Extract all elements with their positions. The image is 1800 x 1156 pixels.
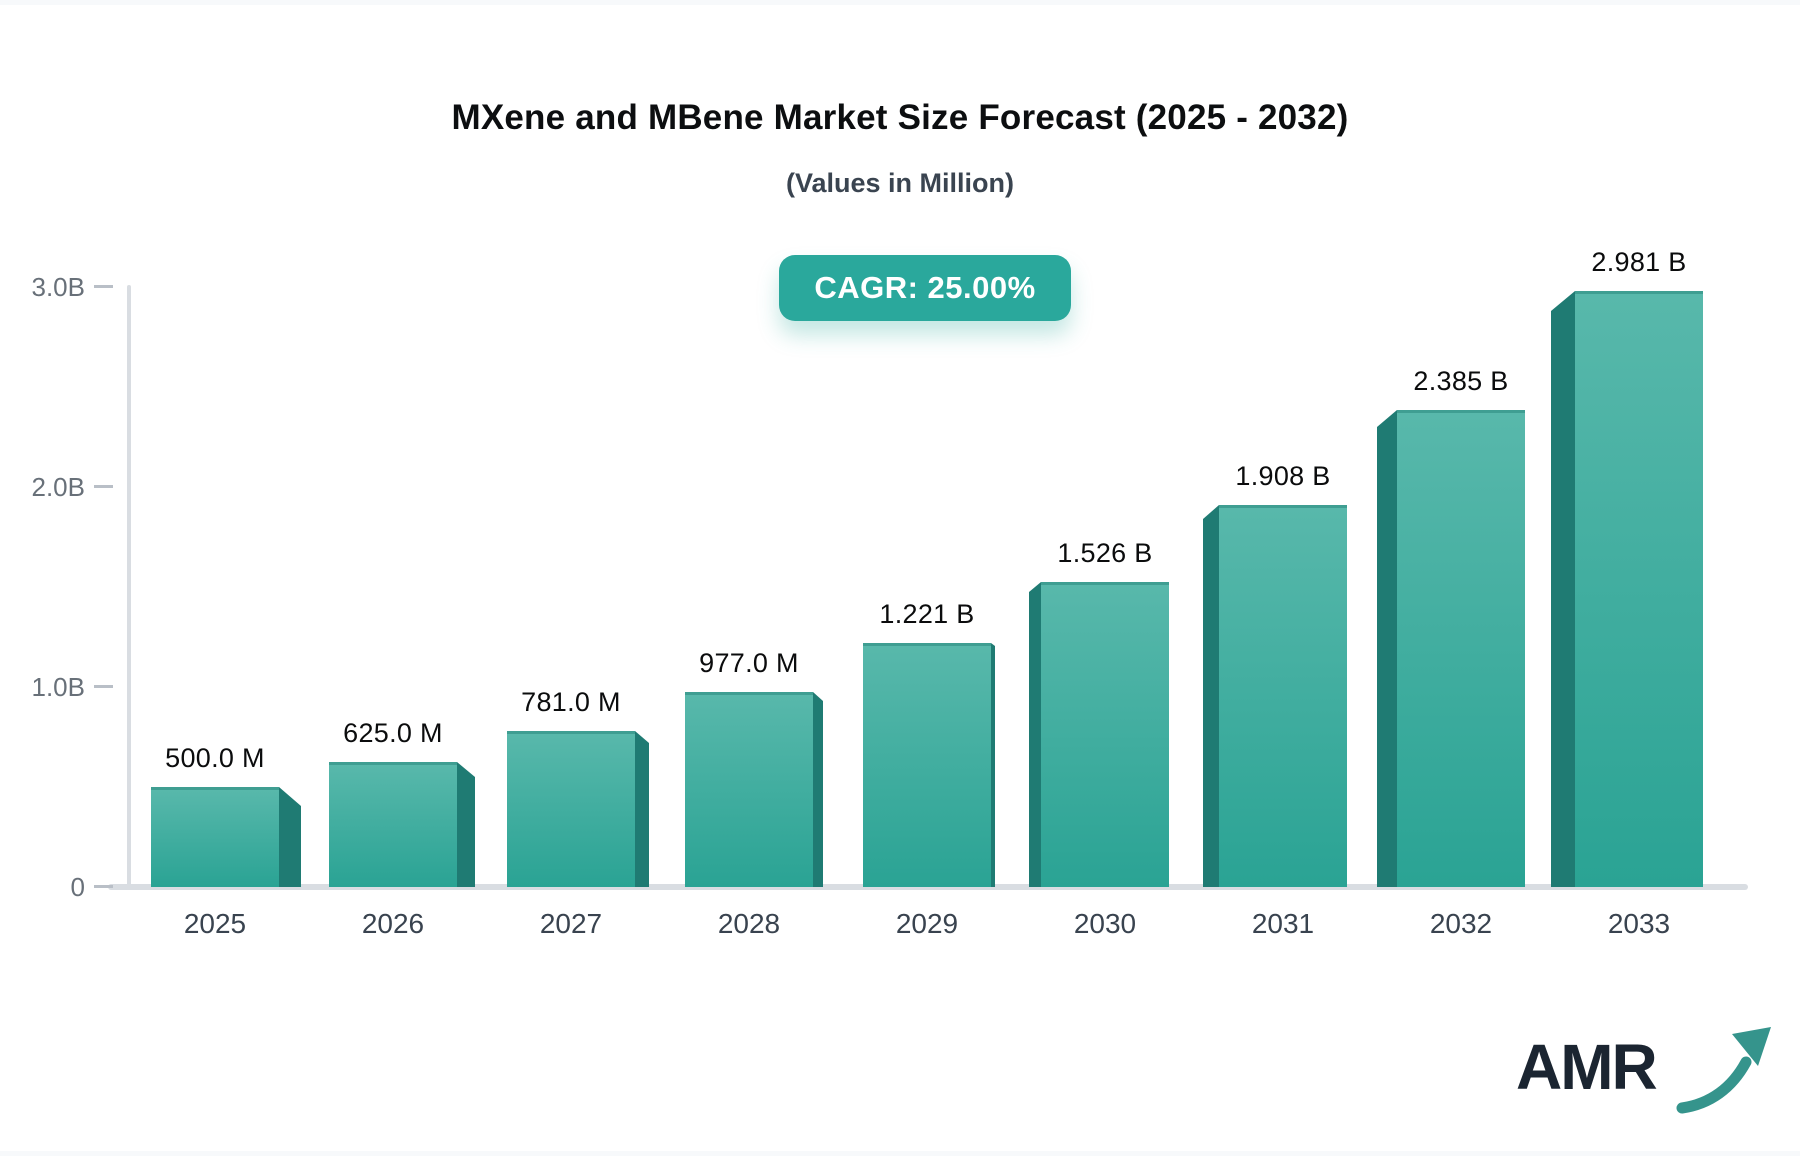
bar xyxy=(151,787,279,887)
bar-side-face xyxy=(279,787,301,887)
bar xyxy=(1575,291,1703,887)
y-tick-label: 1.0B xyxy=(31,672,86,702)
bar xyxy=(1219,505,1347,887)
x-axis-baseline xyxy=(108,884,1748,890)
bar-value-label: 977.0 M xyxy=(699,648,799,678)
chart-subtitle: (Values in Million) xyxy=(785,168,1015,198)
y-axis-line xyxy=(127,285,131,889)
x-axis-label: 2029 xyxy=(895,908,959,939)
y-tick-dash xyxy=(94,285,113,288)
amr-logo-text: AMR xyxy=(1516,1031,1658,1103)
y-tick-label: 2.0B xyxy=(31,472,86,502)
bar xyxy=(1041,582,1169,887)
bar xyxy=(507,731,635,887)
chart-title: MXene and MBene Market Size Forecast (20… xyxy=(451,98,1349,137)
bar-value-label: 2.981 B xyxy=(1591,247,1687,277)
y-tick-dash xyxy=(94,685,113,688)
y-tick-label: 0 xyxy=(70,872,85,902)
bar-value-label: 1.908 B xyxy=(1235,461,1331,491)
bar-value-label: 500.0 M xyxy=(165,743,265,773)
bar-side-face xyxy=(813,692,823,887)
bar-value-label: 781.0 M xyxy=(521,687,621,717)
x-axis-label: 2030 xyxy=(1073,908,1137,939)
x-axis-label: 2027 xyxy=(539,908,603,939)
bar xyxy=(685,692,813,887)
bar-side-face xyxy=(1203,505,1219,887)
x-axis-label: 2031 xyxy=(1251,908,1315,939)
y-tick-dash xyxy=(94,885,113,888)
x-axis-label: 2028 xyxy=(717,908,781,939)
cagr-badge: CAGR: 25.00% xyxy=(779,255,1071,321)
y-tick-label: 3.0B xyxy=(31,272,86,302)
bar-value-label: 625.0 M xyxy=(343,718,443,748)
bar-side-face xyxy=(1551,291,1575,887)
bar-side-face xyxy=(457,762,475,887)
x-axis-label: 2033 xyxy=(1607,908,1671,939)
bar xyxy=(863,643,991,887)
amr-logo: AMR xyxy=(1516,1022,1771,1122)
bar xyxy=(329,762,457,887)
bar-side-face xyxy=(1377,410,1397,887)
bar-value-label: 2.385 B xyxy=(1413,366,1509,396)
bar-side-face xyxy=(991,643,995,887)
y-tick-dash xyxy=(94,485,113,488)
growth-arrow-icon xyxy=(1676,1027,1771,1114)
bar-side-face xyxy=(1029,582,1041,887)
bar-value-label: 1.221 B xyxy=(879,599,975,629)
x-axis-label: 2032 xyxy=(1429,908,1493,939)
bar-side-face xyxy=(635,731,649,887)
bar xyxy=(1397,410,1525,887)
x-axis-label: 2026 xyxy=(361,908,425,939)
x-axis-label: 2025 xyxy=(183,908,247,939)
cagr-badge-label: CAGR: 25.00% xyxy=(814,270,1036,305)
bar-value-label: 1.526 B xyxy=(1057,538,1153,568)
